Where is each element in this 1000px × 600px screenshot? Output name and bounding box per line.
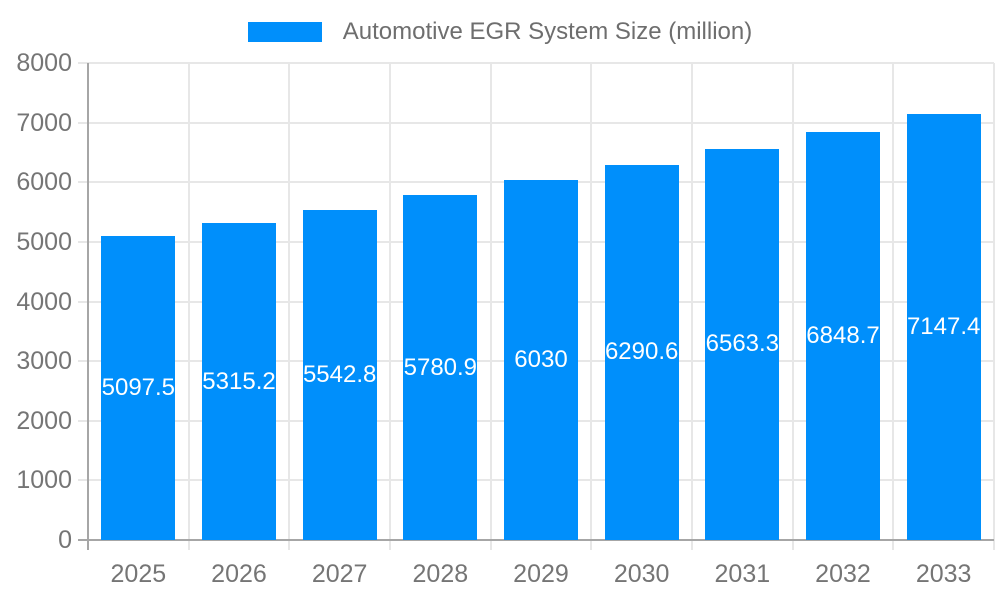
x-gridline — [892, 63, 895, 540]
y-axis-label: 1000 — [16, 466, 72, 495]
y-tick — [78, 240, 88, 243]
y-axis-label: 7000 — [16, 108, 72, 137]
y-tick — [78, 479, 88, 482]
bar-value-label: 5780.9 — [403, 353, 478, 381]
x-tick — [892, 540, 895, 550]
bar-value-label: 6563.3 — [705, 330, 780, 358]
bar-value-label: 5097.5 — [101, 374, 176, 402]
bar: 5097.5 — [101, 236, 176, 540]
bar: 6848.7 — [806, 131, 880, 540]
legend-swatch — [247, 22, 322, 42]
bar: 5542.8 — [302, 209, 377, 540]
y-axis-label: 0 — [58, 526, 72, 554]
x-gridline — [489, 63, 492, 540]
x-gridline — [288, 63, 291, 540]
y-tick — [78, 62, 88, 64]
x-axis-label: 2026 — [211, 560, 267, 588]
bar-value-label: 5315.2 — [202, 367, 276, 395]
x-axis-label: 2029 — [513, 560, 569, 588]
x-axis-label: 2030 — [613, 560, 670, 588]
bar: 6563.3 — [705, 148, 780, 540]
bar-value-label: 6290.6 — [604, 338, 679, 366]
y-gridline — [88, 62, 994, 64]
y-gridline — [88, 121, 994, 124]
y-tick — [78, 360, 88, 363]
x-tick — [489, 540, 492, 550]
x-tick — [389, 540, 391, 550]
y-axis-line — [87, 63, 89, 550]
x-gridline — [590, 63, 593, 540]
bar: 6030 — [504, 180, 578, 540]
x-tick — [791, 540, 794, 550]
y-tick — [78, 181, 88, 184]
x-axis-label: 2028 — [412, 560, 469, 588]
x-tick — [993, 540, 995, 550]
x-tick — [691, 540, 693, 550]
x-axis-label: 2031 — [714, 560, 771, 588]
bar-value-label: 7147.4 — [906, 312, 981, 340]
x-gridline — [389, 63, 391, 540]
bar: 6290.6 — [604, 164, 679, 540]
x-gridline — [993, 63, 995, 540]
bar: 7147.4 — [906, 113, 981, 540]
y-axis-label: 2000 — [16, 406, 72, 435]
bar-value-label: 5542.8 — [302, 360, 377, 388]
y-axis-label: 6000 — [16, 168, 72, 197]
bar-value-label: 6848.7 — [806, 321, 880, 349]
bar: 5780.9 — [403, 195, 478, 540]
x-tick — [590, 540, 593, 550]
x-tick — [187, 540, 190, 550]
y-tick — [78, 121, 88, 124]
y-tick — [78, 300, 88, 303]
x-axis-label: 2033 — [915, 560, 972, 588]
y-tick — [78, 419, 88, 422]
y-axis-label: 8000 — [16, 49, 72, 77]
x-gridline — [187, 63, 190, 540]
y-axis-label: 4000 — [16, 287, 72, 316]
chart-legend: Automotive EGR System Size (million) — [0, 20, 1000, 44]
y-axis-label: 3000 — [16, 347, 72, 376]
x-tick — [288, 540, 291, 550]
x-axis-line — [78, 539, 994, 541]
y-axis-label: 5000 — [16, 227, 72, 256]
x-gridline — [691, 63, 693, 540]
bar: 5315.2 — [202, 223, 276, 540]
bar-value-label: 6030 — [514, 346, 568, 374]
x-gridline — [791, 63, 794, 540]
x-axis-label: 2027 — [311, 560, 368, 588]
x-axis-label: 2025 — [110, 560, 167, 588]
legend-label: Automotive EGR System Size (million) — [342, 18, 753, 45]
x-axis-label: 2032 — [815, 560, 871, 588]
